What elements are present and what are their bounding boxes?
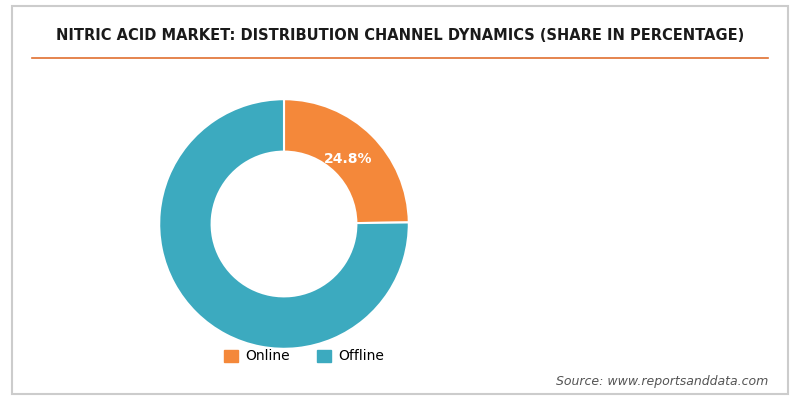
Text: Source: www.reportsanddata.com: Source: www.reportsanddata.com <box>556 375 768 388</box>
Wedge shape <box>284 99 409 223</box>
Text: NITRIC ACID MARKET: DISTRIBUTION CHANNEL DYNAMICS (SHARE IN PERCENTAGE): NITRIC ACID MARKET: DISTRIBUTION CHANNEL… <box>56 28 744 43</box>
Text: 24.8%: 24.8% <box>324 152 372 166</box>
Legend: Online, Offline: Online, Offline <box>218 344 390 369</box>
Wedge shape <box>159 99 409 349</box>
